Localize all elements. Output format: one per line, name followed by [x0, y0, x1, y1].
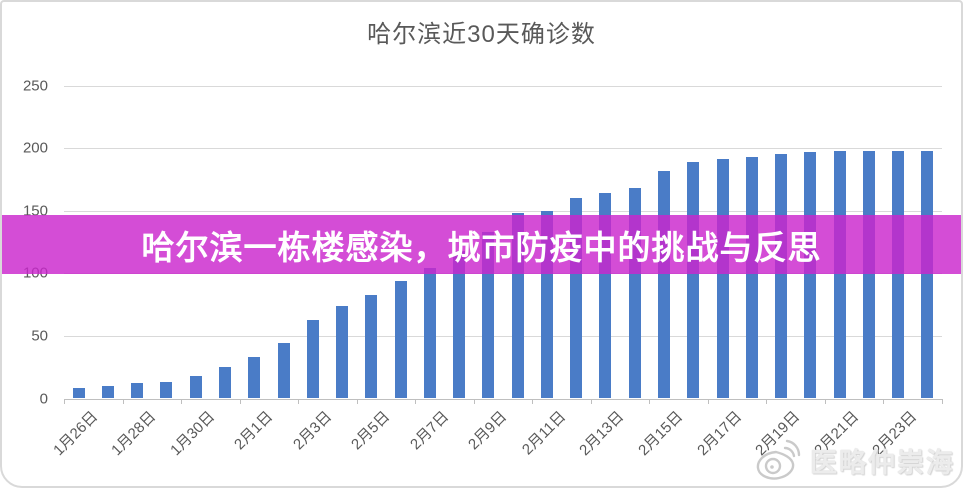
weibo-icon — [756, 439, 801, 480]
x-axis-tick — [181, 398, 183, 404]
x-axis-tick-label: 1月28日 — [108, 407, 160, 459]
bar-2月20日 — [804, 151, 817, 399]
bar-2月16日 — [687, 161, 700, 399]
x-axis-tick-label: 2月7日 — [406, 407, 452, 453]
gridline-250 — [64, 85, 942, 87]
x-axis-tick — [415, 398, 417, 404]
watermark: 医略仲崇海 — [754, 438, 955, 482]
bar-2月19日 — [775, 154, 788, 399]
x-axis-tick — [883, 398, 885, 404]
gridline-200 — [64, 148, 942, 150]
bar-2月17日 — [716, 159, 729, 399]
bar-2月7日 — [423, 268, 436, 399]
x-axis-tick-label: 1月30日 — [166, 407, 218, 459]
gridline-50 — [64, 335, 942, 337]
bar-1月27日 — [101, 385, 114, 399]
y-axis-tick-label: 50 — [31, 327, 48, 345]
x-axis-tick — [824, 398, 826, 404]
x-axis-tick-label: 2月9日 — [465, 407, 511, 453]
y-axis-tick-label: 200 — [22, 139, 48, 157]
x-axis-tick-label: 2月1日 — [231, 407, 277, 453]
bar-1月29日 — [160, 382, 173, 399]
bar-2月5日 — [365, 294, 378, 399]
y-axis-tick-label: 0 — [39, 390, 48, 407]
bar-2月6日 — [394, 280, 407, 399]
x-axis-tick — [239, 398, 241, 404]
bar-2月22日 — [862, 150, 875, 399]
bar-1月30日 — [189, 375, 202, 399]
x-axis-tick-label: 1月26日 — [49, 407, 101, 459]
bar-2月3日 — [306, 319, 319, 399]
x-axis-tick — [590, 398, 592, 404]
bar-1月26日 — [72, 388, 85, 399]
x-axis-tick — [766, 398, 768, 404]
watermark-text: 医略仲崇海 — [810, 447, 955, 478]
x-axis-tick — [707, 398, 709, 404]
bar-2月18日 — [745, 156, 758, 399]
bar-1月28日 — [131, 383, 144, 399]
x-axis-tick — [649, 398, 651, 404]
bar-2月24日 — [921, 150, 934, 399]
x-axis-tick-label: 2月5日 — [348, 407, 394, 453]
x-axis-tick-label: 2月15日 — [635, 407, 687, 459]
x-axis-tick — [473, 398, 475, 404]
x-axis-tick — [942, 398, 943, 404]
gridline-150 — [64, 210, 942, 212]
bar-2月23日 — [892, 150, 905, 399]
x-axis-tick-label: 2月13日 — [576, 407, 628, 459]
x-axis-tick — [64, 398, 65, 404]
bar-2月1日 — [248, 357, 261, 399]
x-axis-tick-label: 2月11日 — [518, 407, 570, 458]
gridline-0 — [64, 398, 942, 400]
bar-2月2日 — [277, 343, 290, 399]
headline-banner: 哈尔滨一栋楼感染，城市防疫中的挑战与反思 — [2, 215, 961, 274]
x-axis-tick — [356, 398, 358, 404]
chart-title: 哈尔滨近30天确诊数 — [367, 21, 596, 48]
y-axis-tick-label: 250 — [22, 77, 48, 94]
x-axis-tick-label: 2月17日 — [693, 407, 745, 459]
bar-2月4日 — [336, 305, 349, 399]
x-axis-tick — [298, 398, 300, 404]
headline-text: 哈尔滨一栋楼感染，城市防疫中的挑战与反思 — [141, 228, 822, 266]
x-axis-tick — [122, 398, 124, 404]
x-axis-tick — [532, 398, 534, 404]
bar-2月21日 — [833, 150, 846, 399]
x-axis-tick-label: 2月3日 — [289, 407, 335, 453]
bar-2月15日 — [657, 170, 670, 399]
bar-1月31日 — [218, 367, 231, 399]
